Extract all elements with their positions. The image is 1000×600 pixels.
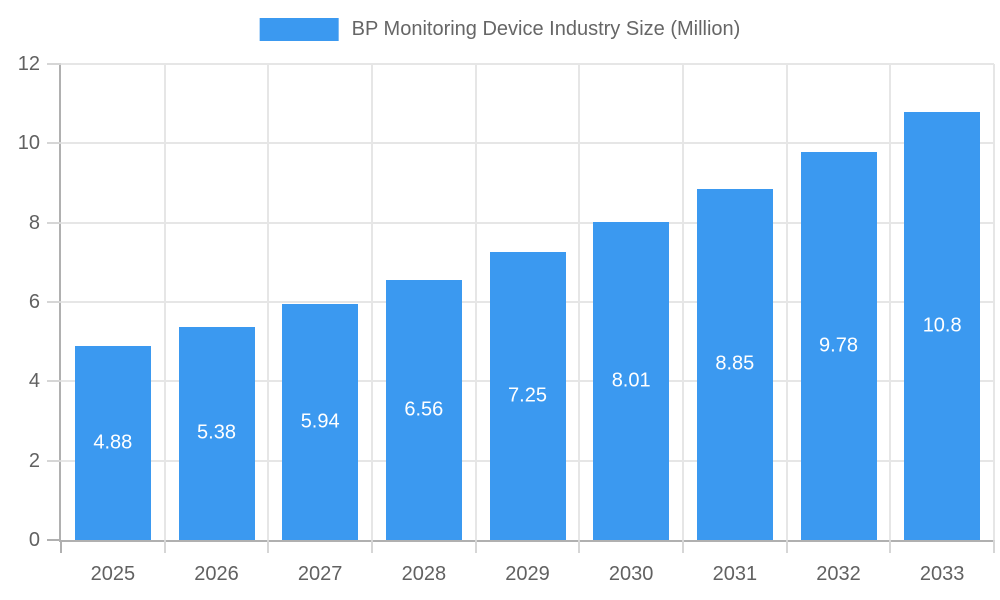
- bar: [696, 188, 773, 540]
- legend-color-swatch: [259, 18, 339, 41]
- y-axis-tick: [47, 380, 61, 383]
- vertical-gridline: [267, 64, 270, 540]
- bar: [74, 346, 151, 540]
- x-axis-tick: [682, 540, 684, 553]
- y-axis-tick: [47, 539, 61, 541]
- y-tick-label: 8: [28, 211, 40, 234]
- bar: [800, 152, 877, 540]
- bar-value-label: 5.38: [197, 421, 236, 444]
- y-axis-tick: [47, 221, 61, 224]
- x-axis-tick: [578, 540, 581, 553]
- vertical-gridline: [785, 64, 788, 540]
- x-tick-label: 2026: [194, 563, 239, 585]
- bar: [593, 222, 670, 540]
- horizontal-gridline: [61, 221, 994, 224]
- y-tick-label: 4: [28, 370, 40, 393]
- y-tick-label: 6: [28, 291, 40, 313]
- vertical-gridline: [163, 64, 166, 540]
- vertical-gridline: [371, 64, 373, 540]
- vertical-gridline: [889, 64, 892, 540]
- x-axis-tick: [163, 540, 166, 553]
- vertical-gridline: [993, 64, 995, 540]
- bar-value-label: 4.88: [93, 431, 133, 454]
- bar-value-label: 6.56: [404, 398, 444, 421]
- x-axis-tick: [267, 540, 270, 553]
- horizontal-gridline: [61, 63, 994, 65]
- y-axis-tick: [47, 63, 61, 65]
- bar: [385, 279, 462, 540]
- x-axis-tick: [785, 540, 788, 553]
- y-axis-tick: [47, 301, 61, 303]
- bar-value-label: 7.25: [508, 384, 547, 407]
- x-tick-label: 2030: [608, 563, 654, 585]
- bar-value-label: 9.78: [819, 334, 858, 357]
- vertical-gridline: [474, 64, 477, 540]
- bar: [282, 304, 359, 540]
- x-axis-tick: [371, 540, 373, 553]
- bar-value-label: 10.8: [922, 314, 962, 337]
- horizontal-gridline: [61, 142, 994, 145]
- bar: [178, 326, 255, 540]
- x-tick-label: 2029: [505, 563, 550, 585]
- x-tick-label: 2027: [297, 563, 343, 585]
- vertical-gridline: [578, 64, 581, 540]
- vertical-gridline: [682, 64, 684, 540]
- bar-value-label: 8.01: [611, 369, 651, 392]
- x-tick-label: 2032: [816, 563, 861, 585]
- y-tick-label: 2: [28, 449, 40, 472]
- chart-legend: BP Monitoring Device Industry Size (Mill…: [259, 18, 741, 41]
- bar-value-label: 8.85: [715, 352, 755, 375]
- x-axis-tick: [889, 540, 892, 553]
- plot-area: 4.88 5.38 5.94 6.56 7.25 8.01 8.85 9.78 10.8: [59, 63, 995, 542]
- bar: [489, 252, 566, 540]
- x-tick-label: 2031: [712, 563, 758, 585]
- legend-series-label: BP Monitoring Device Industry Size (Mill…: [351, 18, 741, 40]
- x-axis-tick: [474, 540, 477, 553]
- x-axis-line: [59, 540, 994, 542]
- y-axis-tick: [47, 459, 61, 462]
- x-tick-label: 2028: [401, 563, 447, 585]
- x-axis-tick: [60, 540, 62, 553]
- x-axis-tick: [993, 540, 995, 553]
- y-axis-tick: [47, 142, 61, 145]
- y-tick-label: 0: [28, 529, 40, 551]
- y-tick-label: 10: [17, 132, 40, 155]
- bar: [904, 111, 981, 540]
- bar-value-label: 5.94: [300, 410, 340, 433]
- y-tick-label: 12: [17, 53, 40, 75]
- x-tick-label: 2025: [90, 563, 136, 585]
- x-tick-label: 2033: [919, 563, 965, 585]
